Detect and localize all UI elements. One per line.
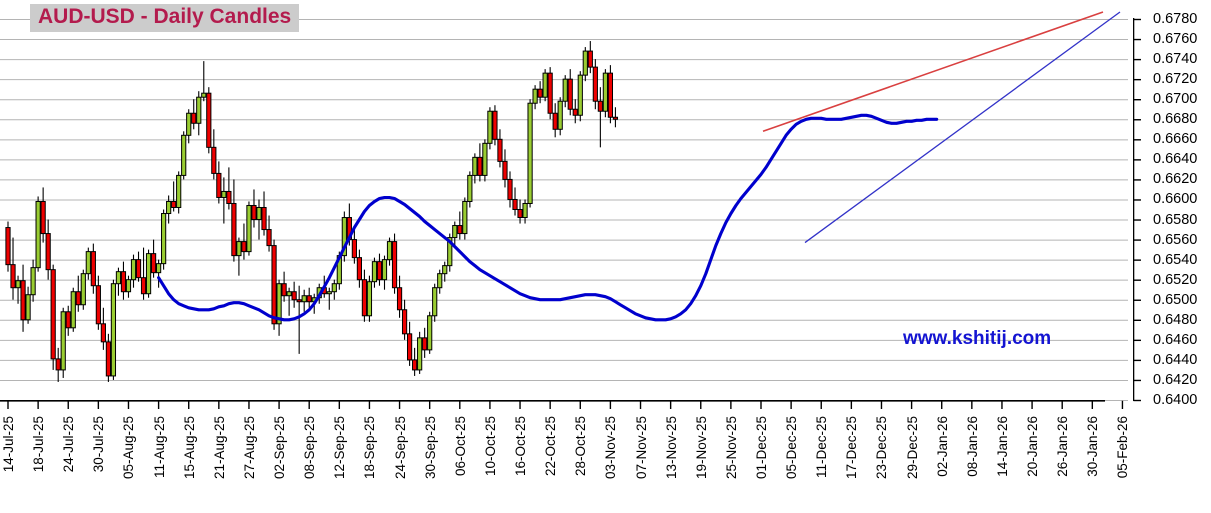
x-axis-tick-label: 06-Oct-25 [452, 416, 468, 477]
y-axis-tick-label: 0.6720 [1153, 71, 1198, 88]
page-title: AUD-USD - Daily Candles [30, 4, 300, 32]
y-axis-tick-label: 0.6460 [1153, 331, 1198, 348]
y-axis-tick-label: 0.6700 [1153, 91, 1198, 108]
x-axis-tick-label: 16-Oct-25 [513, 416, 529, 477]
candle-series [5, 41, 619, 382]
x-axis-tick-label: 25-Nov-25 [723, 416, 739, 480]
x-axis-tick-label: 18-Sep-25 [362, 416, 378, 480]
y-axis-tick-label: 0.6660 [1153, 131, 1198, 148]
trendlines [762, 11, 1121, 244]
y-axis-tick-label: 0.6480 [1153, 311, 1198, 328]
x-axis-tick-label: 21-Aug-25 [211, 416, 227, 480]
y-axis-tick-label: 0.6440 [1153, 351, 1198, 368]
y-axis-tick-label: 0.6640 [1153, 151, 1198, 168]
x-axis-tick-label: 14-Jul-25 [1, 416, 16, 473]
plot-svg [0, 11, 1128, 401]
y-axis-tick-label: 0.6620 [1153, 171, 1198, 188]
x-axis-tick-label: 27-Aug-25 [241, 416, 257, 480]
x-axis-tick-label: 14-Jan-26 [994, 416, 1010, 477]
y-axis-tick-label: 0.6520 [1153, 271, 1198, 288]
y-axis-tick-label: 0.6600 [1153, 191, 1198, 208]
x-axis-tick-label: 22-Oct-25 [543, 416, 559, 477]
moving-average-line [157, 113, 939, 322]
y-axis-tick-label: 0.6780 [1153, 11, 1198, 27]
x-axis-tick-label: 03-Nov-25 [603, 416, 619, 480]
x-axis-svg [0, 400, 1124, 409]
x-axis-tick-label: 23-Dec-25 [874, 416, 890, 480]
x-axis-tick-label: 20-Jan-26 [1025, 416, 1041, 477]
y-axis-tick-label: 0.6420 [1153, 371, 1198, 388]
x-axis-tick-label: 18-Jul-25 [31, 416, 47, 473]
watermark-link[interactable]: www.kshitij.com [903, 328, 1052, 349]
y-axis-svg [1132, 18, 1141, 402]
x-axis-tick-label: 30-Jan-26 [1085, 416, 1101, 477]
y-axis-tick-label: 0.6760 [1153, 31, 1198, 48]
x-axis-tick-label: 05-Aug-25 [121, 416, 137, 480]
y-axis-tick-label: 0.6680 [1153, 111, 1198, 128]
x-axis: 14-Jul-25 18-Jul-25 24-Jul-25 30-Jul-25 05-A… [0, 400, 1133, 513]
candlestick-plot-area [0, 11, 1128, 401]
x-axis-tick-label: 05-Dec-25 [784, 416, 800, 480]
y-axis-tick-label: 0.6540 [1153, 251, 1198, 268]
x-axis-tick-label: 26-Jan-26 [1055, 416, 1071, 477]
x-axis-tick-label: 13-Nov-25 [663, 416, 679, 480]
y-axis-tick-label: 0.6580 [1153, 211, 1198, 228]
x-axis-tick-label: 30-Jul-25 [91, 416, 107, 473]
x-axis-tick-label: 17-Dec-25 [844, 416, 860, 480]
x-axis-tick-label: 30-Sep-25 [422, 416, 438, 480]
y-axis: 0.6780 0.6760 0.6740 0.6720 0.6700 0.6680 0.66… [1132, 0, 1211, 410]
x-axis-tick-label: 12-Sep-25 [332, 416, 348, 480]
x-axis-tick-label: 15-Aug-25 [181, 416, 197, 480]
x-axis-tick-label: 11-Aug-25 [151, 416, 167, 479]
x-axis-tick-label: 24-Sep-25 [392, 416, 408, 480]
x-axis-tick-label: 08-Sep-25 [302, 416, 318, 480]
x-axis-tick-label: 05-Feb-26 [1115, 416, 1131, 479]
x-axis-tick-label: 19-Nov-25 [693, 416, 709, 480]
x-axis-tick-label: 10-Oct-25 [482, 416, 498, 477]
x-axis-tick-label: 02-Sep-25 [272, 416, 288, 480]
x-axis-tick-label: 11-Dec-25 [814, 416, 830, 479]
x-axis-tick-label: 01-Dec-25 [754, 416, 769, 480]
x-axis-tick-label: 02-Jan-26 [934, 416, 950, 477]
x-axis-tick-label: 29-Dec-25 [904, 416, 920, 480]
y-axis-tick-label: 0.6740 [1153, 51, 1198, 68]
y-axis-tick-label: 0.6400 [1153, 392, 1198, 408]
x-axis-tick-label: 24-Jul-25 [61, 416, 77, 473]
x-axis-tick-label: 08-Jan-26 [964, 416, 980, 477]
x-axis-tick-label: 28-Oct-25 [573, 416, 589, 477]
y-axis-tick-label: 0.6500 [1153, 291, 1198, 308]
x-axis-tick-label: 07-Nov-25 [633, 416, 649, 480]
y-axis-tick-label: 0.6560 [1153, 231, 1198, 248]
